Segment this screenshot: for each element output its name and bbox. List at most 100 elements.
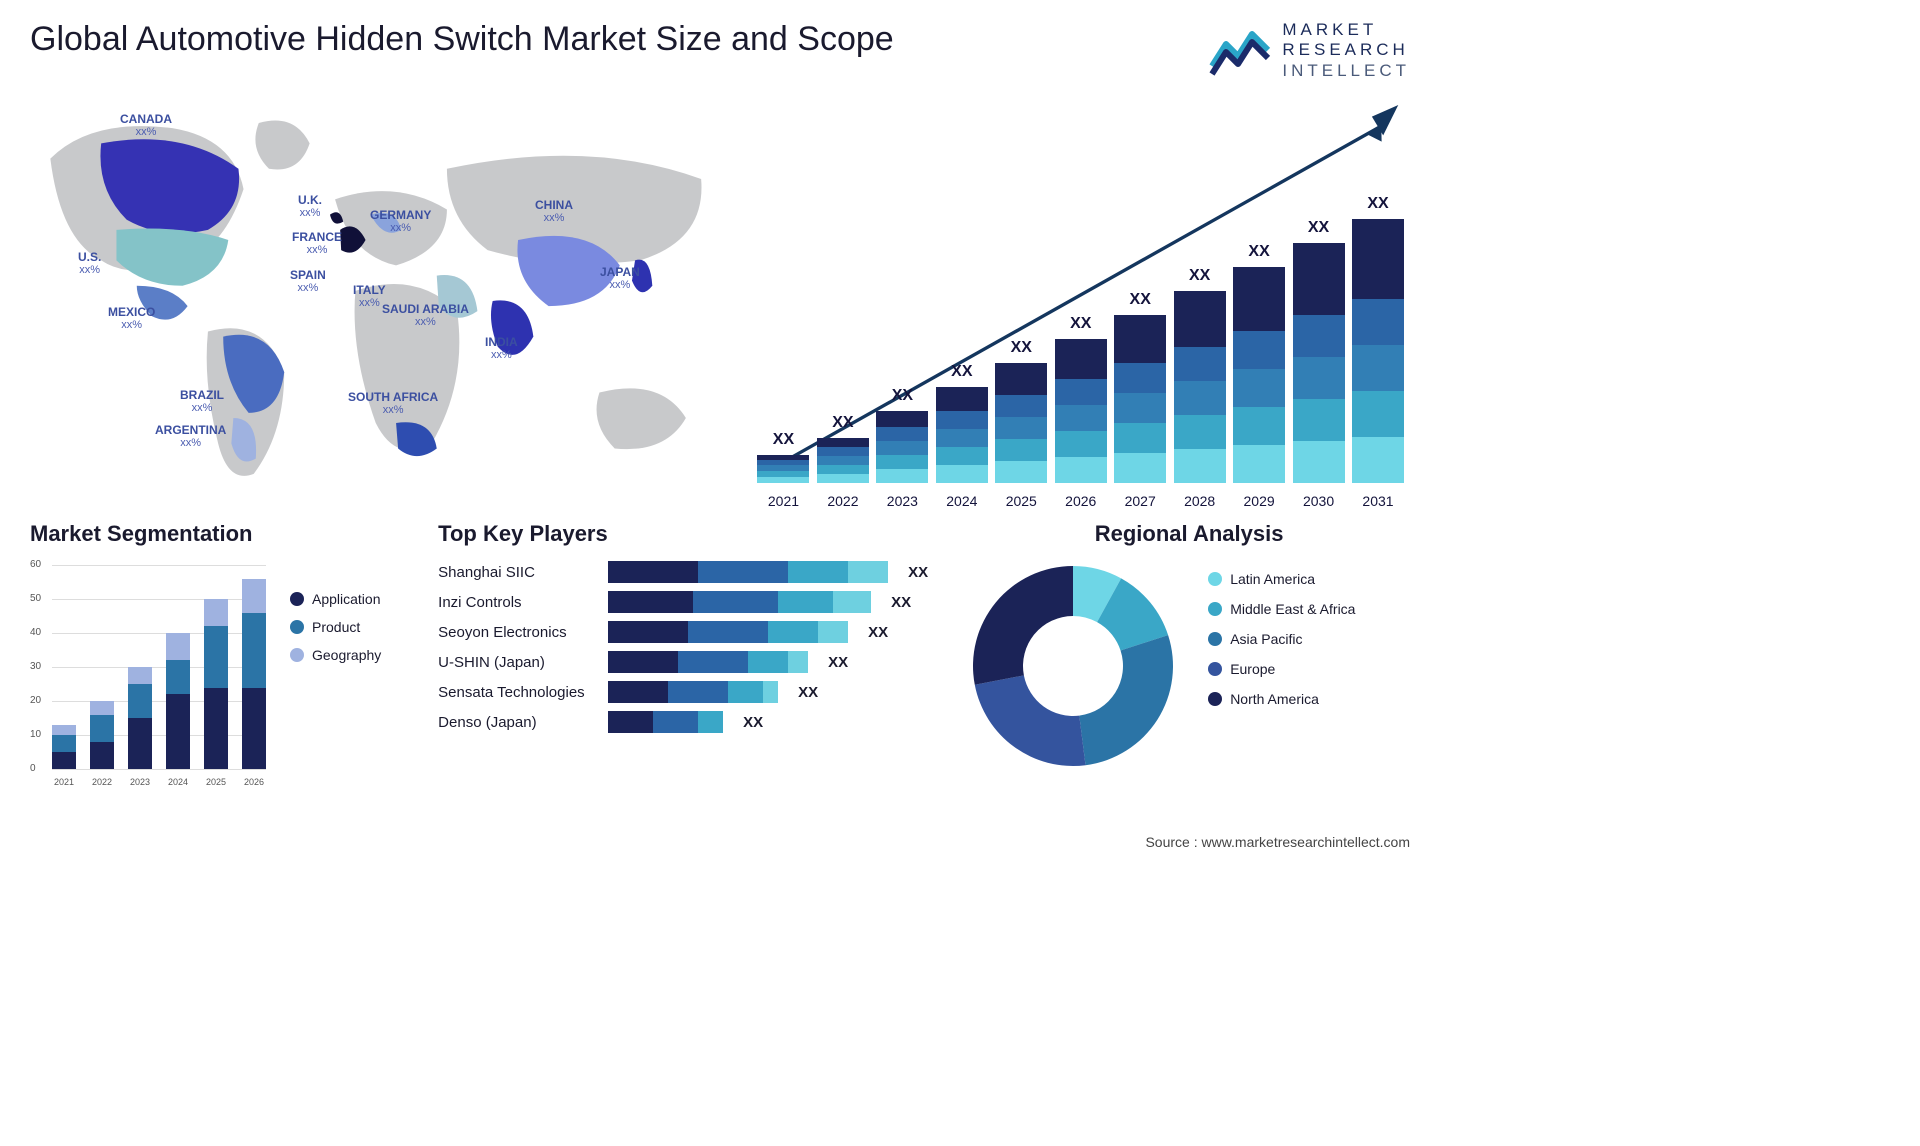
key-player-bar <box>608 591 871 613</box>
seg-legend-item: Product <box>290 619 381 635</box>
bar-year-label: 2026 <box>1055 493 1107 509</box>
bar-value-label: XX <box>757 431 809 449</box>
key-player-row: Shanghai SIIC XX <box>438 561 928 583</box>
logo-mark-icon <box>1208 26 1272 76</box>
bar-year-label: 2024 <box>936 493 988 509</box>
seg-ytick: 60 <box>30 559 41 570</box>
map-label-germany: GERMANYxx% <box>370 209 431 234</box>
key-player-value: XX <box>743 714 763 731</box>
seg-bar-2022: 2022 <box>90 701 114 769</box>
bar-value-label: XX <box>1293 219 1345 237</box>
key-players-title: Top Key Players <box>438 521 928 547</box>
key-player-value: XX <box>828 654 848 671</box>
bar-year-label: 2022 <box>817 493 869 509</box>
bar-value-label: XX <box>1114 291 1166 309</box>
source-text: Source : www.marketresearchintellect.com <box>1145 834 1410 850</box>
bar-value-label: XX <box>1174 267 1226 285</box>
bar-value-label: XX <box>936 363 988 381</box>
stacked-bar-2024: XX2024 <box>936 387 988 483</box>
seg-bar-2023: 2023 <box>128 667 152 769</box>
map-label-mexico: MEXICOxx% <box>108 306 155 331</box>
key-player-bar <box>608 651 808 673</box>
seg-ytick: 20 <box>30 695 41 706</box>
map-label-france: FRANCExx% <box>292 231 342 256</box>
bar-year-label: 2030 <box>1293 493 1345 509</box>
key-players-panel: Top Key Players Shanghai SIICXXInzi Cont… <box>438 521 928 791</box>
stacked-bar-2028: XX2028 <box>1174 291 1226 483</box>
key-player-row: Inzi Controls XX <box>438 591 928 613</box>
seg-legend-item: Application <box>290 591 381 607</box>
seg-year-label: 2024 <box>166 777 190 787</box>
stacked-bar-2023: XX2023 <box>876 411 928 483</box>
map-label-saudiarabia: SAUDI ARABIAxx% <box>382 303 469 328</box>
stacked-bar-2021: XX2021 <box>757 455 809 483</box>
seg-bar-2024: 2024 <box>166 633 190 769</box>
key-player-name: U-SHIN (Japan) <box>438 654 598 671</box>
stacked-bar-2029: XX2029 <box>1233 267 1285 483</box>
key-player-name: Sensata Technologies <box>438 684 598 701</box>
bar-year-label: 2021 <box>757 493 809 509</box>
map-label-southafrica: SOUTH AFRICAxx% <box>348 391 438 416</box>
seg-year-label: 2026 <box>242 777 266 787</box>
map-label-italy: ITALYxx% <box>353 284 386 309</box>
donut-slice-north-america <box>973 566 1073 685</box>
key-player-bar <box>608 681 778 703</box>
regional-panel: Regional Analysis Latin America Middle Ea… <box>968 521 1410 791</box>
regional-legend-item: Asia Pacific <box>1208 631 1355 647</box>
seg-ytick: 0 <box>30 763 36 774</box>
key-player-name: Shanghai SIIC <box>438 564 598 581</box>
seg-legend-item: Geography <box>290 647 381 663</box>
map-label-uk: U.K.xx% <box>298 194 322 219</box>
segmentation-panel: Market Segmentation 01020304050602021202… <box>30 521 398 791</box>
seg-bar-2026: 2026 <box>242 579 266 769</box>
bar-year-label: 2027 <box>1114 493 1166 509</box>
bar-value-label: XX <box>995 339 1047 357</box>
logo-line2: RESEARCH <box>1282 40 1410 60</box>
bar-value-label: XX <box>1233 243 1285 261</box>
segmentation-legend: Application Product Geography <box>290 561 381 791</box>
market-size-chart: XX2021XX2022XX2023XX2024XX2025XX2026XX20… <box>751 91 1410 511</box>
map-label-us: U.S.xx% <box>78 251 101 276</box>
seg-bar-2021: 2021 <box>52 725 76 769</box>
stacked-bar-2026: XX2026 <box>1055 339 1107 483</box>
seg-bar-2025: 2025 <box>204 599 228 769</box>
map-label-spain: SPAINxx% <box>290 269 326 294</box>
key-player-bar <box>608 561 888 583</box>
stacked-bar-2027: XX2027 <box>1114 315 1166 483</box>
key-player-name: Denso (Japan) <box>438 714 598 731</box>
bar-value-label: XX <box>1055 315 1107 333</box>
bar-year-label: 2028 <box>1174 493 1226 509</box>
key-player-row: Sensata TechnologiesXX <box>438 681 928 703</box>
key-player-value: XX <box>908 564 928 581</box>
bar-year-label: 2029 <box>1233 493 1285 509</box>
world-map-panel: CANADAxx%U.S.xx%MEXICOxx%BRAZILxx%ARGENT… <box>30 91 721 511</box>
map-label-india: INDIAxx% <box>485 336 518 361</box>
brand-logo: MARKET RESEARCH INTELLECT <box>1208 20 1410 81</box>
key-player-name: Seoyon Electronics <box>438 624 598 641</box>
seg-ytick: 40 <box>30 627 41 638</box>
bar-year-label: 2023 <box>876 493 928 509</box>
page-title: Global Automotive Hidden Switch Market S… <box>30 20 894 59</box>
regional-legend-item: North America <box>1208 691 1355 707</box>
key-player-row: Seoyon Electronics XX <box>438 621 928 643</box>
key-player-bar <box>608 711 723 733</box>
regional-donut-chart <box>968 561 1178 771</box>
key-player-value: XX <box>868 624 888 641</box>
regional-legend-item: Middle East & Africa <box>1208 601 1355 617</box>
seg-ytick: 30 <box>30 661 41 672</box>
regional-title: Regional Analysis <box>968 521 1410 547</box>
donut-slice-europe <box>975 676 1086 767</box>
segmentation-title: Market Segmentation <box>30 521 398 547</box>
logo-line3: INTELLECT <box>1282 61 1410 81</box>
key-player-value: XX <box>891 594 911 611</box>
key-player-name: Inzi Controls <box>438 594 598 611</box>
map-label-canada: CANADAxx% <box>120 113 172 138</box>
regional-legend-item: Europe <box>1208 661 1355 677</box>
regional-legend-item: Latin America <box>1208 571 1355 587</box>
bar-value-label: XX <box>876 387 928 405</box>
key-player-row: Denso (Japan) XX <box>438 711 928 733</box>
seg-year-label: 2023 <box>128 777 152 787</box>
stacked-bar-2030: XX2030 <box>1293 243 1345 483</box>
seg-ytick: 50 <box>30 593 41 604</box>
map-label-brazil: BRAZILxx% <box>180 389 224 414</box>
